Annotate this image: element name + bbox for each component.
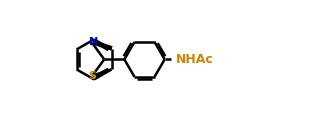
Text: N: N — [88, 37, 98, 47]
Text: S: S — [88, 71, 96, 81]
Text: NHAc: NHAc — [176, 53, 214, 66]
